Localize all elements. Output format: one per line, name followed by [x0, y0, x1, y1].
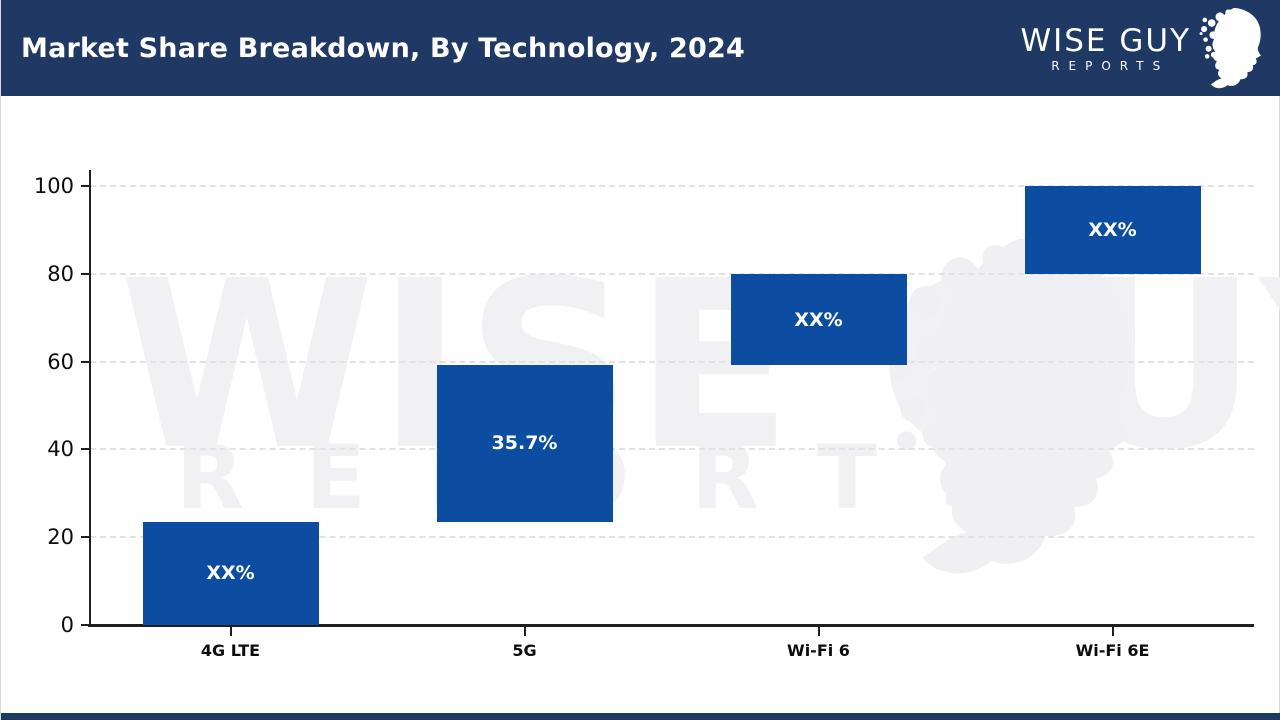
y-axis-tick-label: 20	[47, 525, 74, 550]
wise-guy-reports-logo: WISE GUY REPORTS	[1020, 0, 1267, 96]
logo-text: WISE GUY REPORTS	[1020, 25, 1191, 74]
x-axis-category-label: 5G	[512, 641, 537, 660]
grid-line	[90, 185, 1254, 187]
x-axis-category-label: 4G LTE	[200, 641, 261, 660]
y-axis-tick-label: 80	[47, 261, 74, 286]
bar	[142, 521, 319, 625]
y-axis-line	[89, 170, 91, 625]
bar-value-label: XX%	[794, 308, 843, 331]
y-axis-tick	[81, 536, 90, 539]
grid-line	[90, 448, 1254, 451]
y-axis-tick-label: 0	[60, 613, 74, 637]
logo-subtitle: REPORTS	[1051, 59, 1170, 74]
bar-value-label: 35.7%	[491, 432, 558, 455]
grid-line	[90, 360, 1254, 363]
header-bar: Market Share Breakdown, By Technology, 2…	[1, 0, 1280, 96]
bar-value-label: XX%	[206, 562, 255, 585]
x-axis-tick	[817, 627, 820, 636]
page-title: Market Share Breakdown, By Technology, 2…	[21, 32, 746, 64]
grid-line	[90, 536, 1254, 539]
y-axis-tick	[81, 448, 90, 451]
y-axis-tick	[81, 185, 90, 187]
y-axis-tick-label: 60	[47, 349, 74, 374]
plot-area: 0 20 40 60 80 100 XX% 4G LTE 35.7% 5G XX% Wi-Fi 6 XX…	[1, 96, 1280, 713]
x-axis-tick	[523, 627, 526, 636]
y-axis-tick	[81, 624, 90, 626]
dotted-face-icon	[1199, 7, 1261, 89]
y-axis-tick-label: 100	[33, 174, 74, 198]
x-axis-tick	[1111, 627, 1114, 636]
x-axis-category-label: Wi-Fi 6E	[1075, 641, 1150, 660]
footer-bar	[1, 713, 1280, 720]
y-axis-tick	[81, 360, 90, 363]
x-axis-category-label: Wi-Fi 6	[787, 641, 850, 660]
x-axis-line	[88, 624, 1254, 627]
logo-wordmark: WISE GUY	[1020, 22, 1191, 59]
y-axis-tick-label: 40	[47, 437, 74, 462]
y-axis-tick	[81, 272, 90, 275]
bar	[436, 365, 613, 522]
bar-value-label: XX%	[1088, 219, 1137, 242]
x-axis-tick	[229, 627, 232, 636]
grid-line	[90, 272, 1254, 275]
